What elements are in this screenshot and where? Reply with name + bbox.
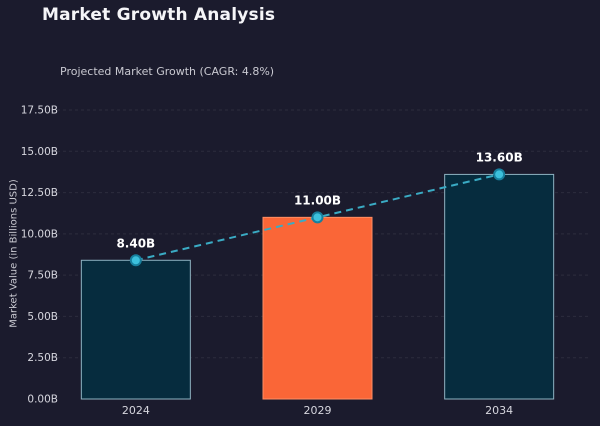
y-tick-label: 2.50B bbox=[27, 352, 58, 364]
y-tick-label: 7.50B bbox=[27, 270, 58, 282]
chart-subtitle: Projected Market Growth (CAGR: 4.8%) bbox=[60, 65, 275, 78]
x-tick-label: 2034 bbox=[485, 404, 513, 417]
chart-title: Market Growth Analysis bbox=[42, 5, 276, 25]
data-point-marker bbox=[129, 254, 142, 267]
x-tick-label: 2029 bbox=[304, 404, 332, 417]
y-tick-label: 10.00B bbox=[21, 228, 58, 240]
bar-2034 bbox=[444, 173, 555, 400]
data-point-marker bbox=[493, 168, 506, 181]
y-tick-label: 5.00B bbox=[27, 311, 58, 323]
bar-2024 bbox=[80, 259, 191, 400]
y-tick-label: 17.50B bbox=[21, 105, 58, 117]
value-label: 8.40B bbox=[116, 236, 155, 250]
x-tick-label: 2024 bbox=[122, 404, 150, 417]
y-tick-label: 12.50B bbox=[21, 187, 58, 199]
y-tick-label: 15.00B bbox=[21, 146, 58, 158]
value-label: 13.60B bbox=[476, 150, 523, 164]
bar-2029 bbox=[262, 216, 373, 400]
data-point-marker bbox=[311, 211, 324, 224]
y-tick-label: 0.00B bbox=[27, 394, 58, 406]
value-label: 11.00B bbox=[294, 193, 341, 207]
